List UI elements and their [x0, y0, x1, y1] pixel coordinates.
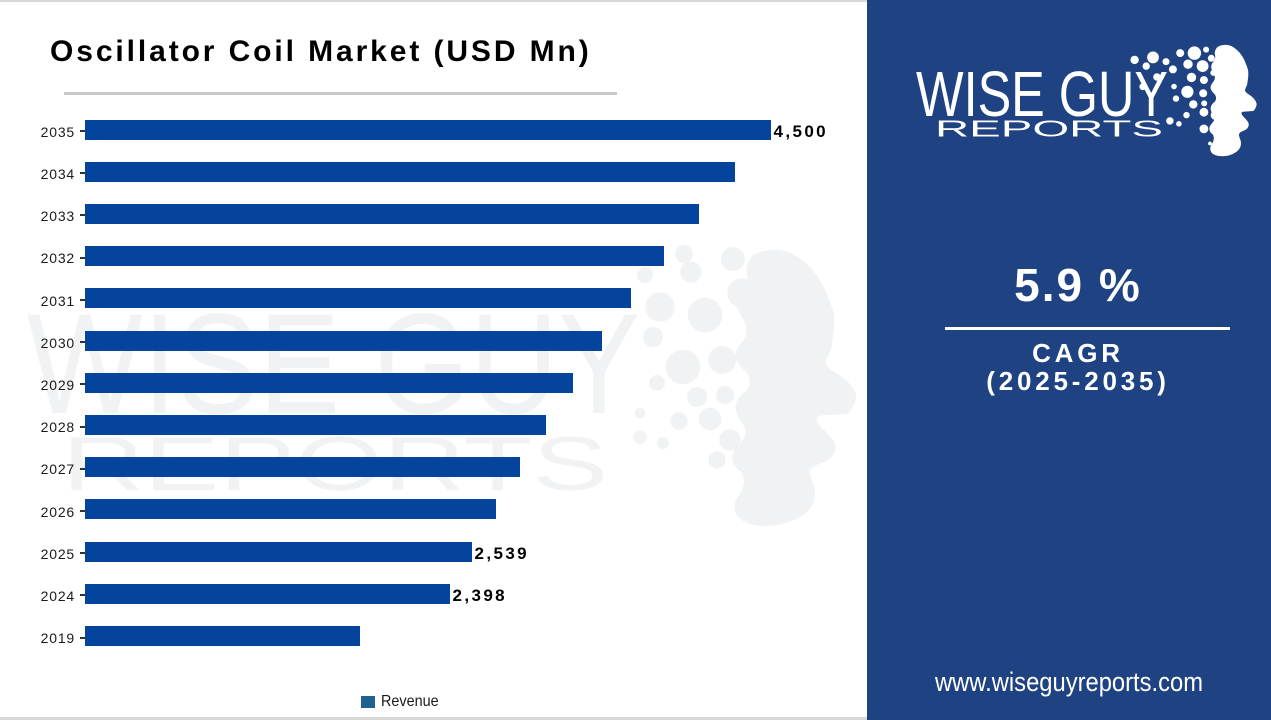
svg-text:WISE GUY: WISE GUY	[916, 58, 1168, 130]
svg-text:REPORTS: REPORTS	[935, 116, 1163, 142]
